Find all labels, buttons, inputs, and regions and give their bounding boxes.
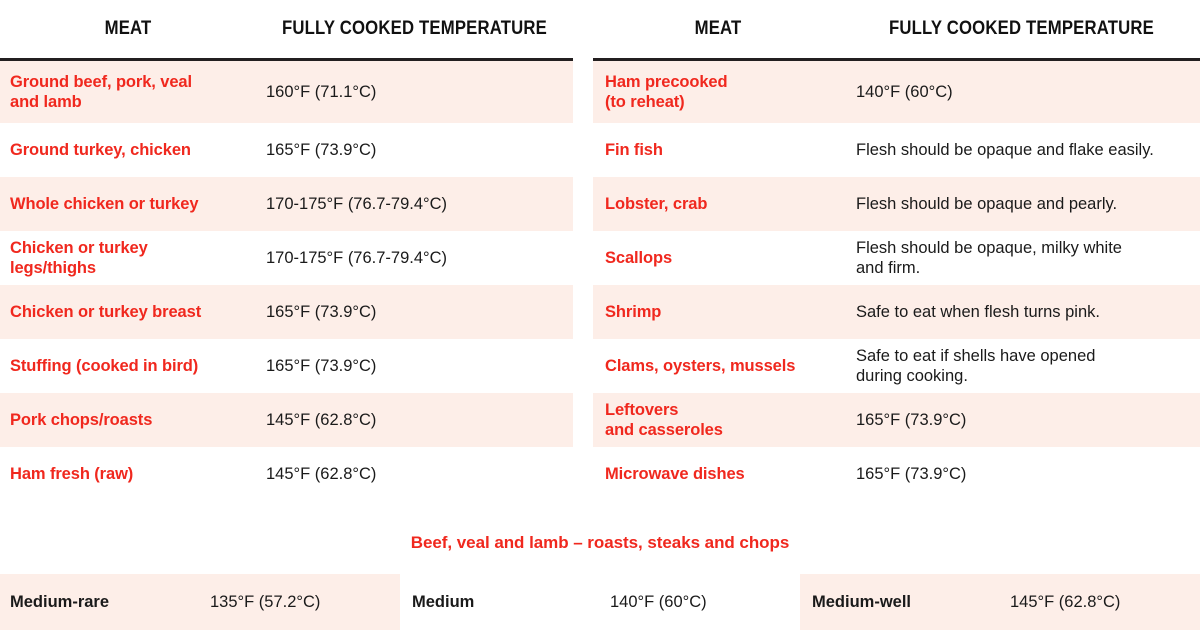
beef-doneness-cell: Medium-rare 135°F (57.2°C) [0,574,400,630]
cell-temperature: 160°F (71.1°C) [266,82,377,101]
column-header-temperature: FULLY COOKED TEMPERATURE [889,18,1154,39]
table-row: Pork chops/roasts 145°F (62.8°C) [0,393,573,447]
ham-seafood-table: MEAT FULLY COOKED TEMPERATURE Ham precoo… [593,0,1200,512]
poultry-pork-table: MEAT FULLY COOKED TEMPERATURE Ground bee… [0,0,573,512]
beef-doneness-temperature: 140°F (60°C) [610,592,707,611]
beef-section-title-wrap: Beef, veal and lamb – roasts, steaks and… [0,512,1200,574]
beef-doneness-label: Medium-well [812,592,912,611]
cell-meat: Leftovers and casseroles [605,400,723,439]
table-body: Ham precooked (to reheat) 140°F (60°C) Fin … [593,61,1200,501]
beef-doneness-cell: Medium 140°F (60°C) [400,574,800,630]
cell-temperature: 165°F (73.9°C) [266,356,377,375]
table-row: Microwave dishes 165°F (73.9°C) [593,447,1200,501]
cell-temperature: Flesh should be opaque and flake easily. [856,140,1154,159]
cell-temperature: 170-175°F (76.7-79.4°C) [266,194,448,213]
cell-meat: Ground beef, pork, veal and lamb [10,72,192,111]
table-row: Fin fish Flesh should be opaque and flake… [593,123,1200,177]
cell-meat: Clams, oysters, mussels [605,356,796,375]
cell-meat: Ham fresh (raw) [10,464,134,483]
table-row: Ground beef, pork, veal and lamb 160°F (71… [0,61,573,123]
tables-container: MEAT FULLY COOKED TEMPERATURE Ground bee… [0,0,1200,512]
cell-meat: Microwave dishes [605,464,745,483]
column-header-meat: MEAT [694,18,742,39]
table-row: Chicken or turkey legs/thighs 170-175°F (7… [0,231,573,285]
cell-temperature: 170-175°F (76.7-79.4°C) [266,248,448,267]
cell-temperature: 165°F (73.9°C) [266,302,377,321]
cell-temperature: Flesh should be opaque and pearly. [856,194,1118,213]
cell-temperature: 145°F (62.8°C) [266,464,377,483]
cell-meat: Whole chicken or turkey [10,194,199,213]
cell-meat: Chicken or turkey breast [10,302,202,321]
table-row: Lobster, crab Flesh should be opaque and … [593,177,1200,231]
cell-meat: Pork chops/roasts [10,410,153,429]
panel-gap [573,0,593,512]
cell-temperature: 140°F (60°C) [856,82,953,101]
table-row: Ham precooked (to reheat) 140°F (60°C) [593,61,1200,123]
table-header-row: MEAT FULLY COOKED TEMPERATURE [593,0,1200,58]
table-row: Scallops Flesh should be opaque, milky wh… [593,231,1200,285]
header-divider [0,58,573,61]
cell-meat: Lobster, crab [605,194,708,213]
cell-meat: Shrimp [605,302,662,321]
table-row: Leftovers and casseroles 165°F (73.9°C) [593,393,1200,447]
cell-meat: Fin fish [605,140,663,159]
cell-meat: Scallops [605,248,673,267]
table-row: Whole chicken or turkey 170-175°F (76.7-7… [0,177,573,231]
cell-temperature: 165°F (73.9°C) [856,410,967,429]
table-row: Shrimp Safe to eat when flesh turns pink. [593,285,1200,339]
header-divider [593,58,1200,61]
beef-doneness-temperature: 145°F (62.8°C) [1010,592,1121,611]
table-row: Clams, oysters, mussels Safe to eat if sh… [593,339,1200,393]
table-row: Ground turkey, chicken 165°F (73.9°C) [0,123,573,177]
cell-temperature: 165°F (73.9°C) [856,464,967,483]
cell-meat: Ground turkey, chicken [10,140,191,159]
table-row: Stuffing (cooked in bird) 165°F (73.9°C) [0,339,573,393]
beef-doneness-temperature: 135°F (57.2°C) [210,592,321,611]
column-header-temperature: FULLY COOKED TEMPERATURE [282,18,547,39]
cell-meat: Stuffing (cooked in bird) [10,356,199,375]
cell-meat: Ham precooked (to reheat) [605,72,728,111]
cell-temperature: Flesh should be opaque, milky white and f… [856,238,1122,277]
beef-doneness-cell: Medium-well 145°F (62.8°C) [800,574,1200,630]
beef-doneness-row: Medium-rare 135°F (57.2°C) Medium 140°F (60… [0,574,1200,630]
cell-temperature: Safe to eat when flesh turns pink. [856,302,1100,321]
beef-section-title: Beef, veal and lamb – roasts, steaks and… [410,533,790,552]
beef-doneness-label: Medium-rare [10,592,110,611]
table-row: Chicken or turkey breast 165°F (73.9°C) [0,285,573,339]
table-header-row: MEAT FULLY COOKED TEMPERATURE [0,0,573,58]
table-body: Ground beef, pork, veal and lamb 160°F (71… [0,61,573,501]
table-row: Ham fresh (raw) 145°F (62.8°C) [0,447,573,501]
beef-doneness-label: Medium [412,592,475,611]
cell-temperature: 165°F (73.9°C) [266,140,377,159]
cell-temperature: 145°F (62.8°C) [266,410,377,429]
column-header-meat: MEAT [104,18,152,39]
cell-temperature: Safe to eat if shells have opened during … [856,346,1096,385]
cell-meat: Chicken or turkey legs/thighs [10,238,148,277]
